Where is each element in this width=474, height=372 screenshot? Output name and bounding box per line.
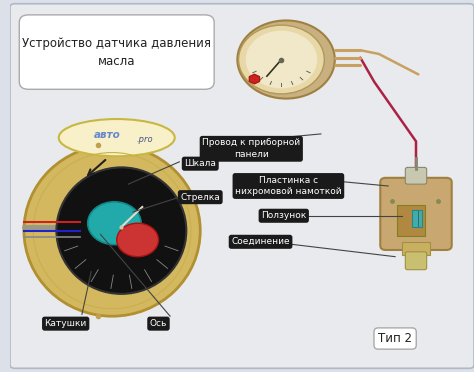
Circle shape: [246, 31, 317, 88]
Ellipse shape: [59, 119, 175, 156]
Text: Ось: Ось: [150, 319, 167, 328]
Circle shape: [250, 75, 259, 83]
Text: Устройство датчика давления
масла: Устройство датчика давления масла: [22, 36, 211, 68]
Text: Тип 2: Тип 2: [378, 332, 412, 345]
FancyBboxPatch shape: [10, 4, 474, 368]
Text: Провод к приборной
панели: Провод к приборной панели: [202, 138, 301, 159]
Ellipse shape: [24, 145, 200, 316]
Text: Шкала: Шкала: [184, 159, 216, 168]
FancyBboxPatch shape: [380, 178, 452, 250]
Ellipse shape: [88, 202, 141, 245]
Text: .pro: .pro: [136, 135, 153, 144]
Polygon shape: [249, 74, 260, 84]
FancyBboxPatch shape: [397, 205, 425, 236]
FancyBboxPatch shape: [405, 167, 427, 184]
Ellipse shape: [56, 167, 186, 294]
FancyBboxPatch shape: [405, 252, 427, 270]
Circle shape: [237, 20, 335, 99]
Text: Катушки: Катушки: [45, 319, 87, 328]
Text: Пластинка с
нихромовой намоткой: Пластинка с нихромовой намоткой: [235, 176, 342, 196]
Text: Стрелка: Стрелка: [181, 193, 220, 202]
Ellipse shape: [117, 223, 158, 257]
Text: Соединение: Соединение: [231, 237, 290, 246]
Text: авто: авто: [94, 130, 121, 140]
FancyBboxPatch shape: [412, 210, 422, 227]
Text: Ползунок: Ползунок: [261, 211, 306, 220]
FancyBboxPatch shape: [19, 15, 214, 89]
Circle shape: [238, 25, 324, 94]
FancyBboxPatch shape: [402, 242, 430, 255]
